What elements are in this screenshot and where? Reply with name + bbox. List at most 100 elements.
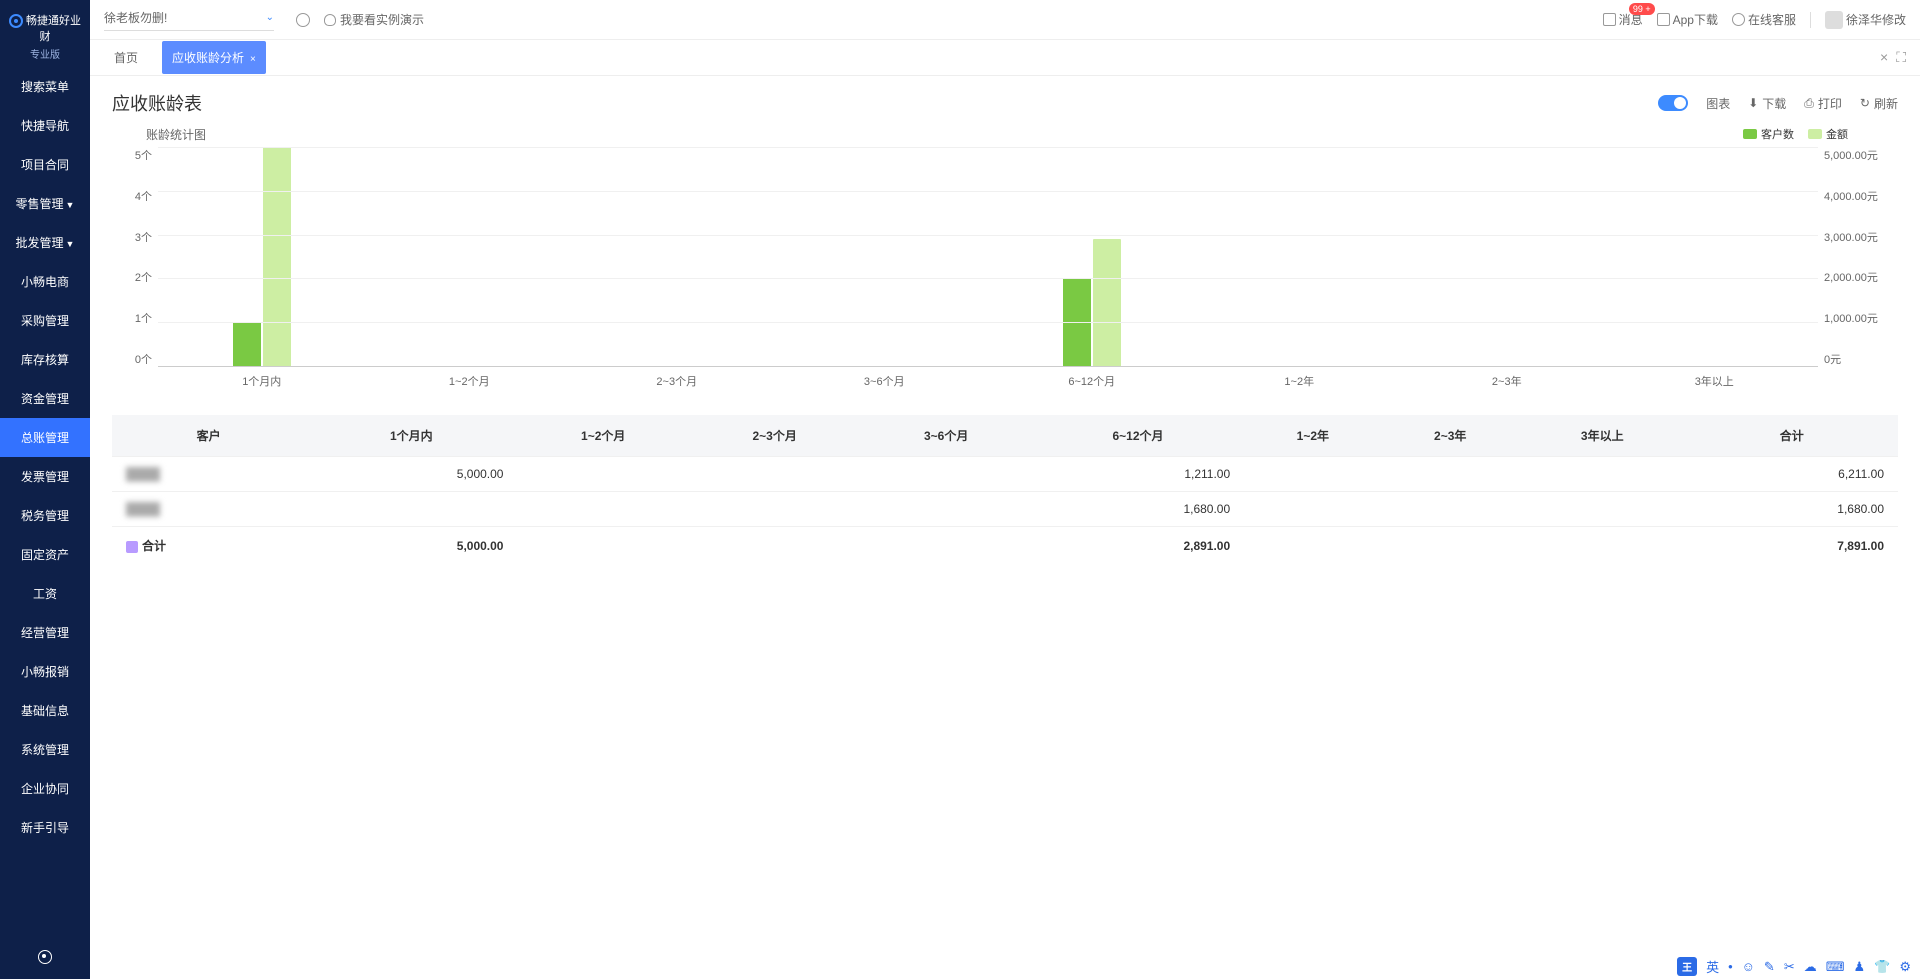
ime-bar: 王 英 • ☺ ✎ ✂ ☁ ⌨ ♟ 👕 ⚙ [1668, 954, 1920, 979]
y-left-tick: 3个 [135, 229, 152, 245]
user-menu[interactable]: 徐泽华修改 [1825, 11, 1906, 29]
table-header-cell: 3~6个月 [860, 415, 1031, 457]
brand-logo: 畅捷通好业财 专业版 [0, 0, 90, 67]
nav-item[interactable]: 经营管理 [0, 613, 90, 652]
table-cell: 2,891.00 [1032, 527, 1244, 565]
nav-item[interactable]: 系统管理 [0, 730, 90, 769]
table-row: ████1,680.001,680.00 [112, 492, 1898, 527]
app-download-button[interactable]: App下载 [1657, 11, 1718, 28]
close-all-button[interactable]: × [1880, 49, 1888, 66]
nav-item[interactable]: 总账管理 [0, 418, 90, 457]
chart-plot [158, 147, 1818, 367]
nav-item[interactable]: 快捷导航 [0, 106, 90, 145]
table-body: ████5,000.001,211.006,211.00████1,680.00… [112, 457, 1898, 565]
ime-smile-icon[interactable]: ☺ [1742, 959, 1755, 974]
table-cell: ████ [112, 457, 305, 492]
table-cell [1382, 457, 1519, 492]
ime-person-icon[interactable]: ♟ [1854, 959, 1866, 975]
ime-edit-icon[interactable]: ✎ [1764, 959, 1775, 975]
table-cell [517, 527, 688, 565]
bar-group [1196, 147, 1404, 366]
download-button[interactable]: ⬇下载 [1748, 95, 1786, 112]
x-label: 6~12个月 [988, 367, 1196, 389]
nav-item[interactable]: 基础信息 [0, 691, 90, 730]
table-cell [860, 492, 1031, 527]
download-icon: ⬇ [1748, 96, 1758, 110]
nav-item[interactable]: 小畅报销 [0, 652, 90, 691]
brand-name: 畅捷通好业财 [26, 15, 81, 43]
x-label: 2~3个月 [573, 367, 781, 389]
nav-item[interactable]: 库存核算 [0, 340, 90, 379]
table-cell [689, 492, 860, 527]
table-header-cell: 3年以上 [1519, 415, 1686, 457]
table-cell [689, 527, 860, 565]
close-icon[interactable]: × [250, 54, 256, 65]
nav-item[interactable]: 企业协同 [0, 769, 90, 808]
table-cell: 合计 [112, 527, 305, 565]
chart-container: 账龄统计图 客户数 金额 5个4个3个2个1个0个 5,000.00元4,000… [112, 126, 1898, 389]
ime-lang[interactable]: 英 [1706, 957, 1719, 976]
x-label: 1个月内 [158, 367, 366, 389]
chart-toggle[interactable] [1658, 95, 1688, 111]
y-left-tick: 1个 [135, 310, 152, 326]
ime-keyboard-icon[interactable]: ⌨ [1826, 959, 1845, 975]
bar-amount [263, 147, 291, 366]
bar-group [573, 147, 781, 366]
legend-customers: 客户数 [1743, 126, 1794, 142]
user-name: 徐泽华修改 [1846, 11, 1906, 28]
table-cell [1519, 457, 1686, 492]
nav-item[interactable]: 资金管理 [0, 379, 90, 418]
nav-item[interactable]: 批发管理▼ [0, 223, 90, 262]
table-header-cell: 合计 [1686, 415, 1898, 457]
ime-dot-icon[interactable]: • [1728, 959, 1733, 974]
bar-group [1611, 147, 1819, 366]
ime-gear-icon[interactable]: ⚙ [1899, 959, 1911, 975]
refresh-button[interactable]: ↻刷新 [1860, 95, 1898, 112]
tab-aging-analysis[interactable]: 应收账龄分析× [162, 41, 266, 74]
table-cell [1519, 492, 1686, 527]
brand-edition: 专业版 [8, 46, 82, 61]
table-cell [860, 527, 1031, 565]
ime-shirt-icon[interactable]: 👕 [1874, 959, 1890, 975]
table-header-cell: 1个月内 [305, 415, 517, 457]
print-button[interactable]: ⎙打印 [1804, 95, 1842, 112]
logo-icon [9, 14, 23, 28]
workspace-selector[interactable]: 徐老板勿删! ⌄ [104, 9, 274, 31]
lightbulb-icon [324, 14, 336, 26]
bar-group [781, 147, 989, 366]
nav-item[interactable]: 小畅电商 [0, 262, 90, 301]
table-cell: 1,680.00 [1686, 492, 1898, 527]
nav-item[interactable]: 采购管理 [0, 301, 90, 340]
ime-badge[interactable]: 王 [1677, 957, 1697, 976]
nav-item[interactable]: 发票管理 [0, 457, 90, 496]
nav-item[interactable]: 零售管理▼ [0, 184, 90, 223]
bar-customers [233, 322, 261, 366]
table-cell [1382, 527, 1519, 565]
print-icon: ⎙ [1804, 96, 1814, 111]
chart-legend: 客户数 金额 [1743, 126, 1848, 142]
table-cell [517, 457, 688, 492]
ime-cloud-icon[interactable]: ☁ [1804, 959, 1817, 975]
y-right-tick: 4,000.00元 [1824, 188, 1898, 204]
nav-item[interactable]: 工资 [0, 574, 90, 613]
messages-button[interactable]: 消息 99 + [1603, 11, 1643, 28]
nav-item[interactable]: 固定资产 [0, 535, 90, 574]
table-cell [1244, 527, 1381, 565]
nav-item[interactable]: 税务管理 [0, 496, 90, 535]
nav-item[interactable]: 搜索菜单 [0, 67, 90, 106]
nav-item[interactable]: 新手引导 [0, 808, 90, 847]
nav-settings[interactable] [0, 938, 90, 979]
message-badge: 99 + [1629, 3, 1655, 15]
table-header-row: 客户1个月内1~2个月2~3个月3~6个月6~12个月1~2年2~3年3年以上合… [112, 415, 1898, 457]
chevron-down-icon: ▼ [66, 200, 75, 210]
fullscreen-button[interactable]: ⛶ [1896, 49, 1906, 66]
y-right-tick: 5,000.00元 [1824, 147, 1898, 163]
nav-item[interactable]: 项目合同 [0, 145, 90, 184]
tab-home[interactable]: 首页 [104, 41, 148, 74]
y-left-tick: 4个 [135, 188, 152, 204]
legend-amount: 金额 [1808, 126, 1848, 142]
workspace-settings-icon[interactable] [296, 13, 310, 27]
support-button[interactable]: 在线客服 [1732, 11, 1796, 28]
ime-cut-icon[interactable]: ✂ [1784, 959, 1795, 975]
demo-link[interactable]: 我要看实例演示 [324, 11, 424, 28]
